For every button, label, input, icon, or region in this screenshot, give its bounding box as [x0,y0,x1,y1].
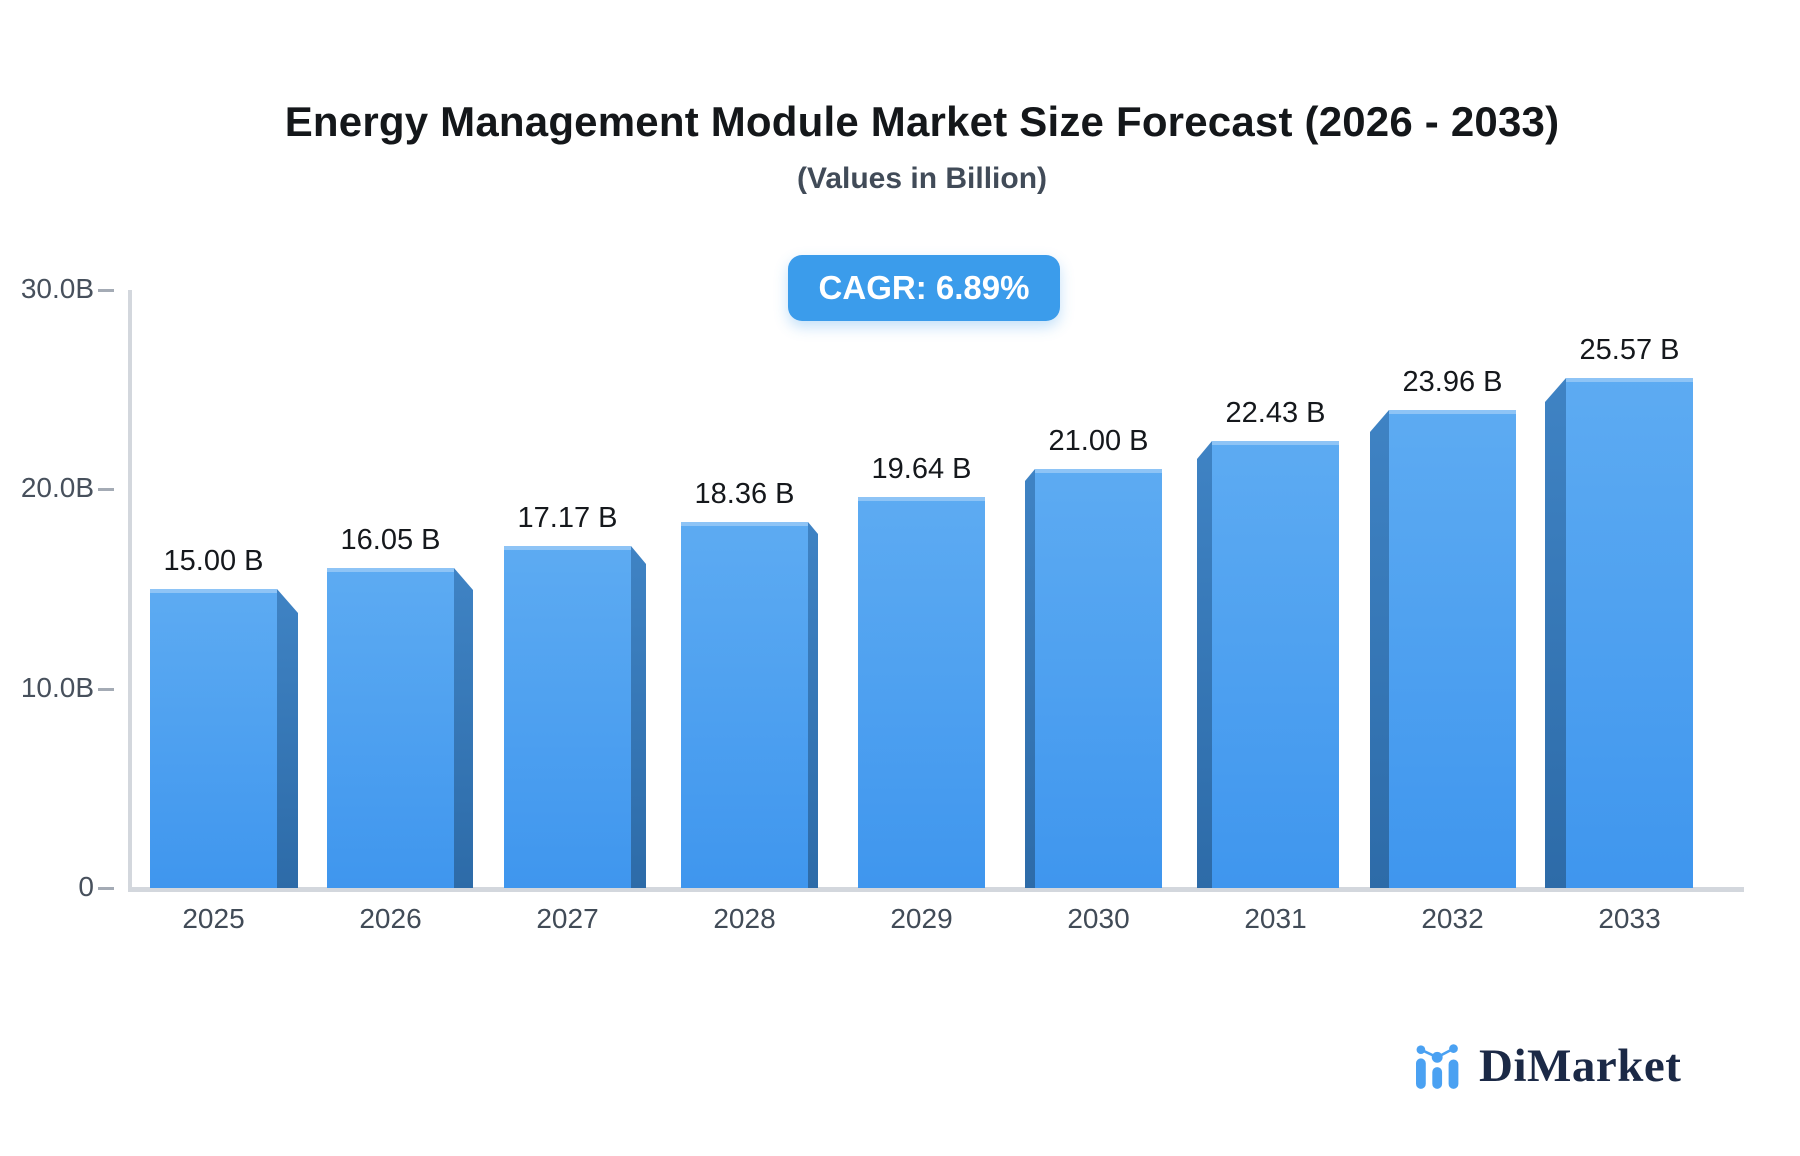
bar-top-highlight [858,497,985,501]
bar-top-highlight [1035,469,1162,473]
x-tick-label: 2029 [890,903,953,934]
bar-top-highlight [327,568,454,572]
x-tick-label: 2026 [359,903,422,934]
bar-value-label: 18.36 B [694,478,795,510]
x-tick-label: 2028 [713,903,776,934]
bar-side-2032 [1370,410,1389,888]
y-tick-label: 20.0B [20,472,94,504]
bar-side-2031 [1197,441,1212,888]
y-tick-label: 0 [78,871,94,902]
bar-2033 [1566,378,1693,888]
y-tick-mark [98,887,114,890]
chart-title: Energy Management Module Market Size For… [284,98,1560,145]
bar-2027 [504,546,631,888]
bar-2030 [1035,469,1162,888]
bar-value-label: 23.96 B [1402,366,1503,398]
bar-value-label: 19.64 B [871,453,972,485]
y-tick-label: 30.0B [20,273,94,304]
bar-2025 [150,589,277,888]
x-tick-label: 2031 [1244,903,1307,934]
bar-value-label: 21.00 B [1048,425,1149,457]
cagr-badge: CAGR: 6.89% [788,255,1060,321]
y-tick-label: 10.0B [20,671,94,703]
bar-value-label: 25.57 B [1579,334,1680,366]
y-tick-mark [98,289,114,292]
bar-side-2030 [1025,469,1035,888]
bar-2031 [1212,441,1339,888]
y-tick-mark [98,687,114,691]
bar-value-label: 16.05 B [340,524,441,556]
x-axis-line [128,887,1744,892]
x-tick-label: 2025 [182,903,245,934]
bar-side-2027 [631,546,646,888]
x-tick-label: 2027 [536,903,599,934]
bar-side-2033 [1545,378,1566,888]
x-tick-label: 2032 [1421,903,1484,934]
bar-top-highlight [504,546,631,550]
bar-top-highlight [150,589,277,593]
y-axis-line [128,290,132,889]
bar-top-highlight [681,522,808,526]
bar-side-2025 [277,589,298,888]
bar-top-highlight [1566,378,1693,382]
x-tick-label: 2033 [1598,903,1661,934]
bar-top-highlight [1389,410,1516,414]
bar-chart-trend-icon [1416,1044,1459,1089]
y-tick-mark [98,488,114,492]
brand-name: DiMarket [1479,1040,1682,1092]
x-tick-label: 2030 [1067,903,1130,934]
chart-subtitle: (Values in Billion) [796,162,1048,195]
bar-2029 [858,497,985,888]
bar-2026 [327,568,454,888]
bar-side-2028 [808,522,818,888]
brand-logo: DiMarket [1416,1036,1681,1096]
bar-value-label: 17.17 B [517,502,618,534]
bar-2028 [681,522,808,888]
bar-side-2026 [454,568,473,888]
bar-value-label: 22.43 B [1225,397,1326,429]
bar-top-highlight [1212,441,1339,445]
bar-2032 [1389,410,1516,888]
bar-value-label: 15.00 B [163,545,264,577]
